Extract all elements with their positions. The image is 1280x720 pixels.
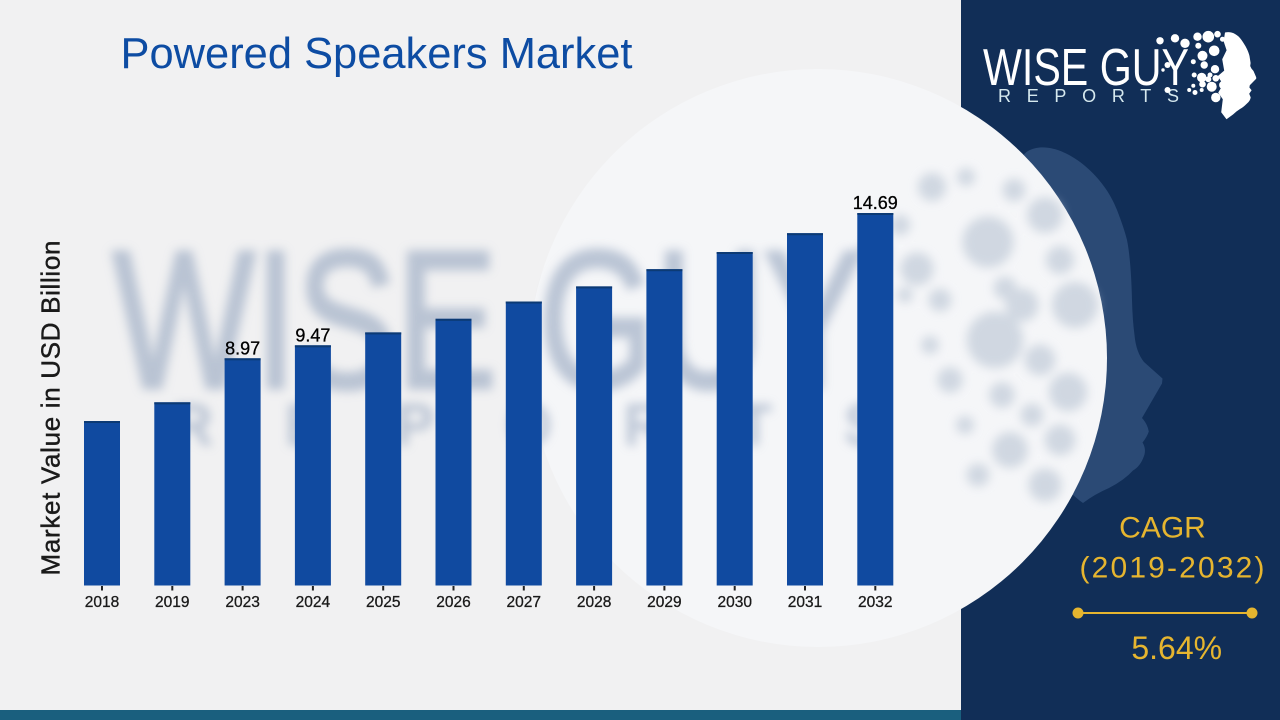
svg-text:Market Value in USD Billion: Market Value in USD Billion (36, 241, 66, 576)
svg-text:2023: 2023 (225, 594, 259, 611)
svg-text:2026: 2026 (436, 594, 470, 611)
svg-text:2018: 2018 (85, 594, 119, 611)
svg-text:2027: 2027 (507, 594, 541, 611)
svg-text:CAGR: CAGR (1119, 512, 1206, 545)
svg-text:Powered Speakers Market: Powered Speakers Market (121, 29, 633, 78)
svg-text:2030: 2030 (717, 594, 752, 611)
svg-text:8.97: 8.97 (225, 338, 260, 358)
svg-text:2031: 2031 (788, 594, 822, 611)
svg-text:2032: 2032 (858, 594, 892, 611)
svg-text:2025: 2025 (366, 594, 400, 611)
svg-text:2024: 2024 (296, 594, 331, 611)
svg-text:WISE GUY: WISE GUY (983, 38, 1189, 96)
svg-text:2019: 2019 (155, 594, 189, 611)
svg-text:(2019-2032): (2019-2032) (1080, 552, 1265, 585)
svg-text:2028: 2028 (577, 594, 611, 611)
svg-text:14.69: 14.69 (853, 193, 898, 213)
svg-text:9.47: 9.47 (295, 325, 330, 345)
svg-text:2029: 2029 (647, 594, 681, 611)
svg-text:5.64%: 5.64% (1131, 630, 1222, 666)
